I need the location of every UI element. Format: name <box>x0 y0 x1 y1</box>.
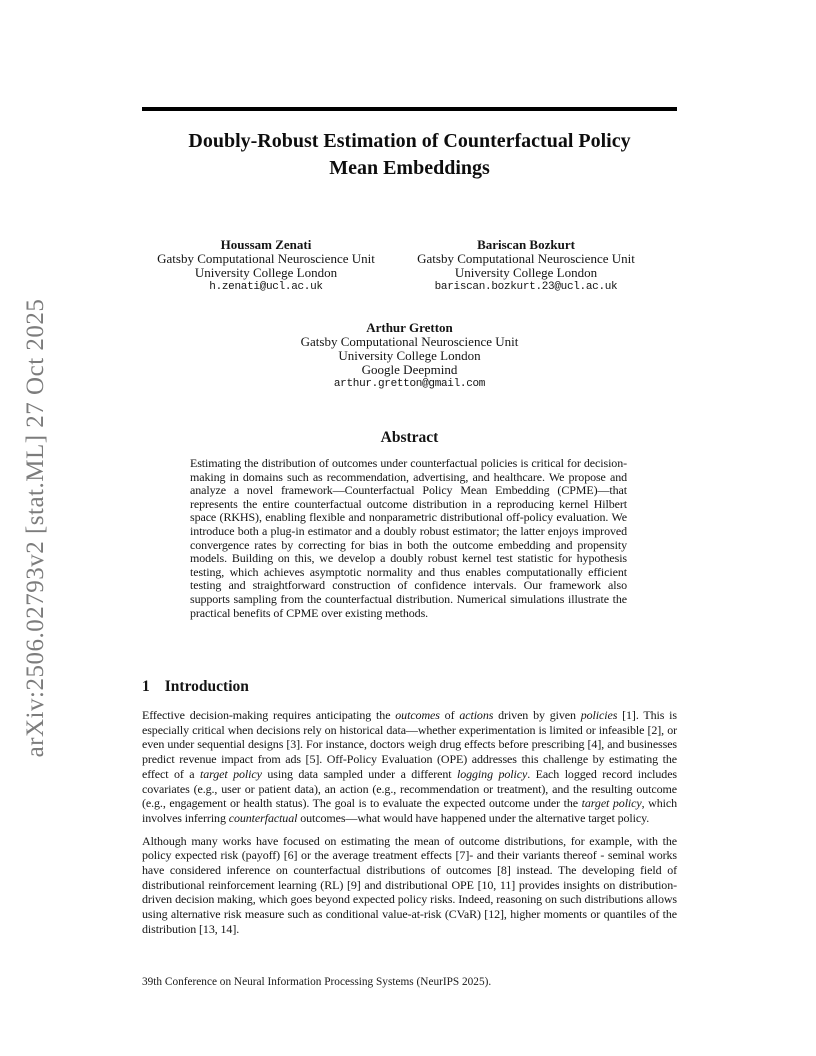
author-email: arthur.gretton@gmail.com <box>333 378 486 390</box>
section-title: Introduction <box>164 678 249 695</box>
abstract-text: Estimating the distribution of outcomes … <box>190 456 627 620</box>
paper-title-line-1: Doubly-Robust Estimation of Counterfactu… <box>188 130 631 152</box>
title-rule <box>142 107 677 111</box>
paper-title-line-2: Mean Embeddings <box>329 157 490 179</box>
arxiv-watermark: arXiv:2506.02793v2 [stat.ML] 27 Oct 2025 <box>22 298 49 758</box>
author-affiliation-2: University College London <box>194 265 338 280</box>
introduction-body: Effective decision-making requires antic… <box>142 708 677 945</box>
author-affiliation-1: Gatsby Computational Neuroscience Unit <box>300 334 519 349</box>
abstract-heading: Abstract <box>380 429 439 446</box>
author-affiliation-2: University College London <box>454 265 598 280</box>
section-number: 1 <box>142 678 150 695</box>
intro-paragraph-1: Effective decision-making requires antic… <box>142 708 677 825</box>
author-affiliation-3: Google Deepmind <box>361 362 458 377</box>
author-affiliation-2: University College London <box>338 348 481 363</box>
intro-paragraph-2: Although many works have focused on esti… <box>142 833 677 936</box>
author-affiliation-1: Gatsby Computational Neuroscience Unit <box>417 251 635 266</box>
author-block-houssam-zenati: Houssam Zenati Gatsby Computational Neur… <box>146 237 386 295</box>
author-email: bariscan.bozkurt.23@ucl.ac.uk <box>434 281 618 293</box>
author-name: Houssam Zenati <box>220 237 312 252</box>
author-name: Bariscan Bozkurt <box>477 237 575 252</box>
author-block-bariscan-bozkurt: Bariscan Bozkurt Gatsby Computational Ne… <box>402 237 650 295</box>
author-affiliation-1: Gatsby Computational Neuroscience Unit <box>157 251 375 266</box>
author-block-arthur-gretton: Arthur Gretton Gatsby Computational Neur… <box>142 320 677 392</box>
author-name: Arthur Gretton <box>366 320 453 335</box>
section-1-heading: 1 Introduction <box>142 678 677 696</box>
paper-title: Doubly-Robust Estimation of Counterfactu… <box>132 128 687 182</box>
author-email: h.zenati@ucl.ac.uk <box>209 281 323 293</box>
footer-conference-note: 39th Conference on Neural Information Pr… <box>142 976 492 988</box>
